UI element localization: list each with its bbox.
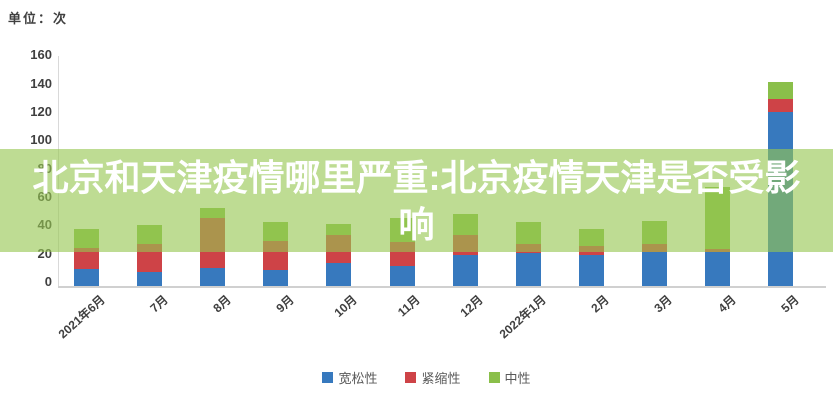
- bar-segment-10月-宽松性: [326, 263, 352, 286]
- y-tick-label-100: 100: [30, 132, 52, 148]
- legend-label-宽松性: 宽松性: [338, 371, 378, 386]
- x-axis-line: [58, 286, 826, 288]
- bar-segment-7月-宽松性: [137, 271, 163, 286]
- bar-segment-8月-宽松性: [200, 267, 226, 286]
- bar-segment-2月-宽松性: [578, 254, 604, 286]
- legend-swatch-宽松性: [322, 372, 334, 383]
- unit-label: 单位：次: [8, 11, 69, 26]
- bar-segment-9月-宽松性: [263, 270, 289, 286]
- y-tick-label-160: 160: [30, 47, 52, 63]
- bar-segment-4月-宽松性: [705, 252, 730, 286]
- legend-swatch-紧缩性: [405, 372, 417, 383]
- legend-label-中性: 中性: [504, 371, 531, 386]
- legend-swatch-中性: [488, 372, 500, 383]
- legend: 宽松性 紧缩性 中性: [0, 368, 833, 387]
- bar-segment-5月-紧缩性: [768, 99, 794, 112]
- overlay-title-line-1: 北京和天津疫情哪里严重:北京疫情天津是否受影: [32, 156, 801, 198]
- legend-item-紧缩性: 紧缩性: [405, 368, 461, 387]
- legend-item-宽松性: 宽松性: [322, 368, 377, 387]
- bar-segment-12月-宽松性: [452, 254, 478, 286]
- y-tick-label-120: 120: [30, 104, 52, 120]
- y-tick-label-140: 140: [30, 75, 52, 91]
- overlay-title-line-2: 响: [398, 203, 435, 245]
- bar-segment-5月-中性: [768, 82, 794, 100]
- y-tick-label-0: 0: [44, 274, 52, 289]
- bar-segment-11月-宽松性: [389, 266, 415, 286]
- legend-label-紧缩性: 紧缩性: [421, 371, 461, 386]
- bar-segment-2021年6月-宽松性: [74, 269, 99, 286]
- legend-item-中性: 中性: [488, 368, 531, 387]
- bar-segment-3月-宽松性: [641, 252, 667, 286]
- title-overlay-banner: 北京和天津疫情哪里严重:北京疫情天津是否受影响: [0, 149, 833, 252]
- bar-segment-2022年1月-宽松性: [515, 253, 541, 286]
- bar-segment-2021年6月-紧缩性: [74, 247, 99, 269]
